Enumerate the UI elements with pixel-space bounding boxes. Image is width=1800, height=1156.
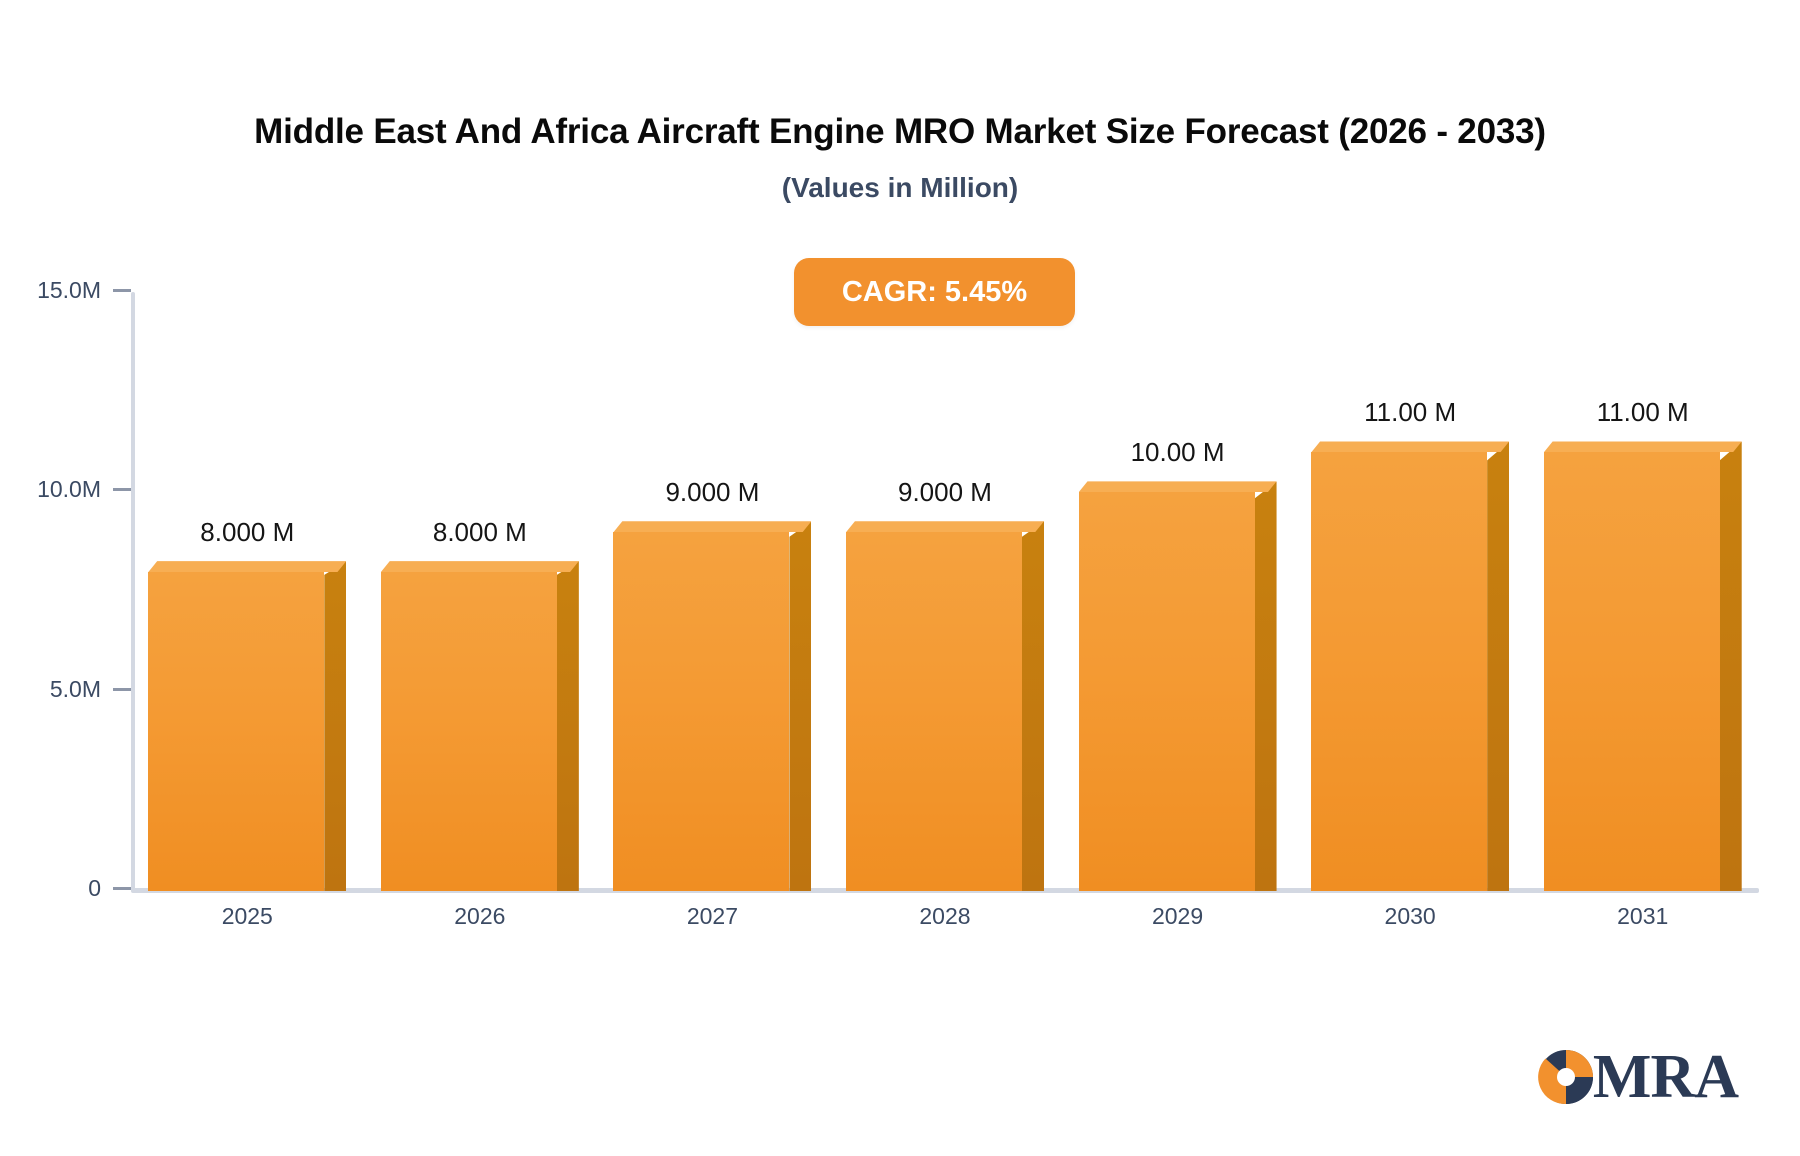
bar-2030	[1311, 441, 1510, 891]
mra-logo: MRA	[1537, 1043, 1739, 1111]
bar-top	[148, 561, 347, 573]
y-axis-line	[131, 292, 135, 892]
bar-side	[556, 561, 579, 891]
bar-value-label: 9.000 M	[898, 477, 992, 508]
bar-side	[789, 521, 812, 891]
bar-2028	[846, 521, 1044, 891]
y-axis-tick-mark	[113, 289, 131, 292]
bar-side	[1022, 521, 1044, 891]
x-axis-tick-label: 2027	[686, 903, 738, 929]
x-axis-tick-label: 2026	[454, 903, 506, 929]
y-axis-tick: 10.0M	[0, 476, 131, 503]
y-axis-tick-label: 0	[88, 875, 101, 901]
y-axis-tick-mark	[113, 887, 131, 890]
bar-value-label: 10.00 M	[1130, 437, 1225, 468]
bar-2029	[1078, 481, 1277, 891]
bar-face	[1543, 452, 1720, 891]
bar-face	[1078, 492, 1255, 891]
y-axis-tick-mark	[113, 687, 131, 691]
bar-face	[613, 532, 790, 891]
bar-face	[380, 572, 557, 891]
bar-2031	[1543, 441, 1742, 891]
x-axis-tick-label: 2025	[221, 903, 273, 929]
bar-value-label: 8.000 M	[200, 517, 295, 548]
bar-value-label: 9.000 M	[665, 477, 760, 508]
bar-top	[1311, 441, 1510, 453]
y-axis-tick-label: 5.0M	[49, 675, 101, 702]
bar-value-label: 11.00 M	[1364, 397, 1457, 428]
y-axis-tick-label: 10.0M	[37, 476, 101, 503]
x-axis-tick-label: 2029	[1151, 903, 1204, 929]
bar-2025	[148, 561, 347, 891]
y-axis-tick-mark	[113, 488, 131, 492]
chart-title: Middle East And Africa Aircraft Engine M…	[254, 112, 1546, 151]
y-axis-tick: 5.0M	[0, 676, 131, 703]
y-axis-tick-label: 15.0M	[37, 277, 101, 303]
bar-face	[1311, 452, 1488, 891]
bar-2026	[380, 561, 579, 891]
bar-top	[1078, 481, 1277, 493]
bar-2027	[613, 521, 812, 891]
y-axis-tick: 0	[0, 875, 131, 902]
x-axis-tick-label: 2028	[919, 903, 971, 929]
bar-value-label: 8.000 M	[432, 517, 527, 548]
x-axis-tick-label: 2030	[1384, 903, 1436, 929]
y-axis-tick: 15.0M	[0, 277, 131, 304]
bar-top	[380, 561, 579, 573]
bar-series: 8.000 M 8.000 M 9.000 M 9.000 M 10.00 M 11.00…	[131, 0, 1759, 1156]
cagr-badge: CAGR: 5.45%	[794, 258, 1075, 326]
bar-side	[324, 561, 347, 891]
bar-face	[148, 572, 325, 891]
bar-side	[1719, 441, 1742, 891]
chart-subtitle: (Values in Million)	[781, 172, 1019, 203]
pie-chart-icon	[1537, 1048, 1595, 1106]
bar-side	[1487, 441, 1510, 891]
bar-top	[1543, 441, 1742, 453]
bar-top	[846, 521, 1044, 533]
bar-value-label: 11.00 M	[1596, 397, 1689, 428]
logo-text: MRA	[1592, 1043, 1739, 1111]
x-axis-tick-label: 2031	[1617, 903, 1669, 929]
bar-face	[846, 532, 1022, 891]
bar-side	[1254, 481, 1277, 891]
bar-top	[613, 521, 812, 533]
